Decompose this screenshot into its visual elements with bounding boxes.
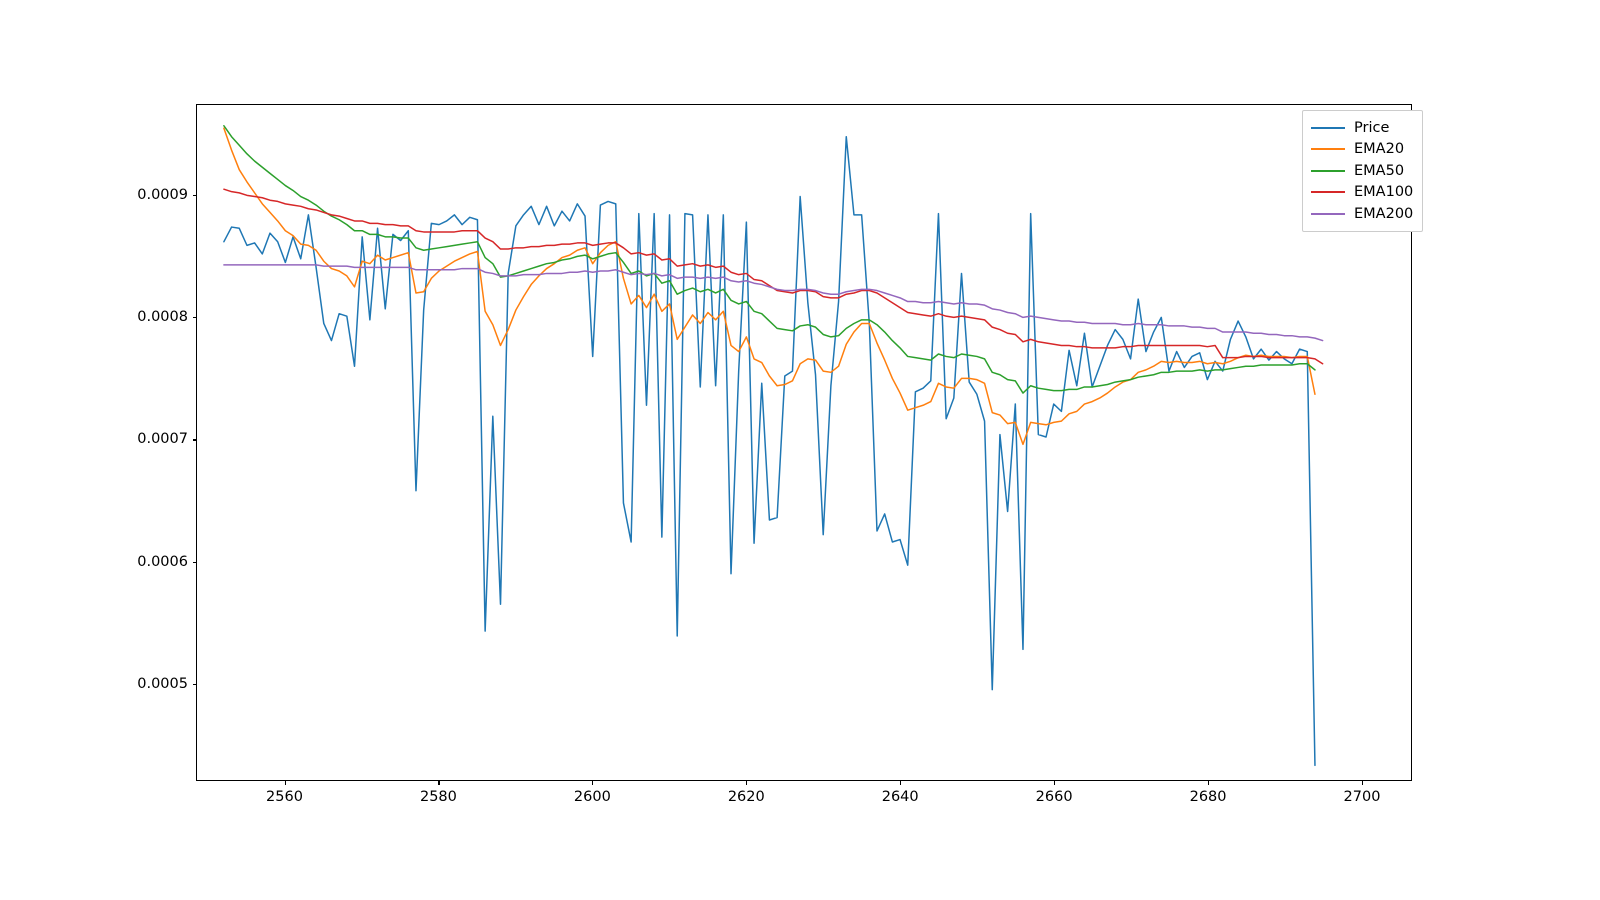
series-line-ema200: [224, 265, 1323, 341]
x-tick-mark: [1054, 780, 1056, 785]
legend-swatch-icon: [1311, 191, 1345, 194]
y-tick-label: 0.0006: [137, 553, 188, 570]
y-tick-label: 0.0008: [137, 309, 188, 326]
legend-label: EMA100: [1354, 184, 1414, 200]
y-tick-label: 0.0007: [137, 431, 188, 448]
x-tick-mark: [592, 780, 594, 785]
x-tick-mark: [1361, 780, 1364, 785]
legend-swatch-icon: [1311, 169, 1345, 172]
legend-label: EMA200: [1354, 205, 1414, 222]
y-tick-label: 0.0009: [137, 186, 188, 203]
legend-label: EMA50: [1354, 162, 1405, 179]
series-line-ema50: [224, 126, 1315, 393]
x-tick-label: 2560: [266, 789, 303, 805]
legend-swatch-icon: [1311, 148, 1345, 151]
series-line-price: [224, 137, 1315, 766]
y-tick-mark: [192, 194, 197, 196]
x-tick-mark: [1208, 780, 1210, 785]
y-tick-mark: [192, 317, 197, 319]
y-tick-mark: [192, 439, 197, 441]
legend-item-ema100: EMA100: [1311, 182, 1413, 204]
x-tick-mark: [746, 780, 748, 785]
legend-item-ema200: EMA200: [1311, 203, 1413, 225]
legend-item-ema50: EMA50: [1311, 160, 1413, 182]
x-tick-label: 2600: [573, 789, 611, 805]
y-tick-label: 0.0005: [137, 676, 188, 693]
legend-label: Price: [1354, 119, 1390, 136]
legend-swatch-icon: [1311, 212, 1345, 215]
x-tick-label: 2700: [1343, 789, 1381, 805]
chart-lines-svg: [197, 105, 1411, 780]
plot-area: [196, 104, 1412, 781]
x-tick-label: 2680: [1189, 789, 1227, 805]
legend-label: EMA20: [1354, 141, 1405, 157]
x-tick-mark: [438, 780, 440, 785]
legend-item-price: Price: [1311, 117, 1413, 139]
x-tick-mark: [900, 780, 902, 785]
series-line-ema20: [224, 128, 1315, 444]
legend-item-ema20: EMA20: [1311, 139, 1413, 161]
x-tick-label: 2620: [727, 789, 765, 805]
x-tick-label: 2660: [1035, 789, 1073, 805]
y-tick-mark: [192, 561, 197, 563]
x-tick-label: 2580: [419, 789, 457, 805]
legend-swatch-icon: [1311, 126, 1345, 129]
legend: Price EMA20 EMA50 EMA100 EMA200: [1302, 110, 1424, 232]
x-tick-label: 2640: [881, 789, 919, 805]
x-tick-mark: [284, 780, 286, 785]
y-tick-mark: [192, 684, 197, 686]
